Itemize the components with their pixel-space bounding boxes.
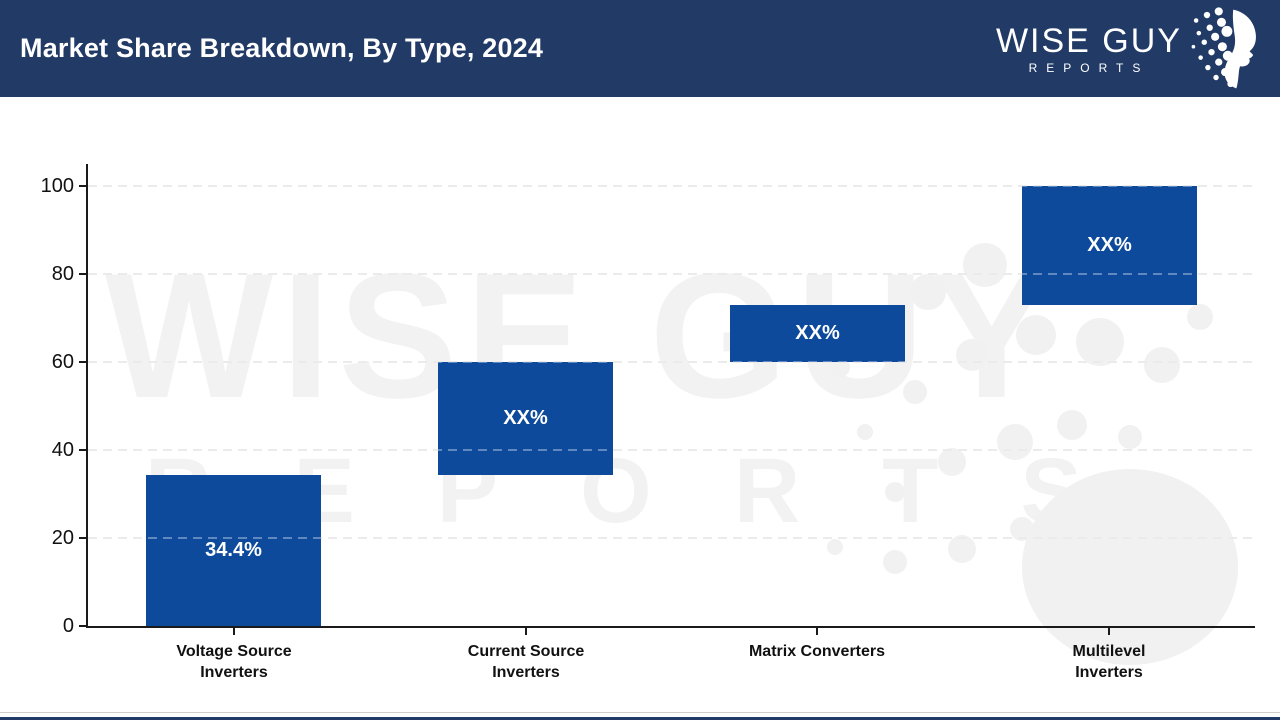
x-axis-tick — [233, 627, 235, 635]
y-axis-tick — [79, 185, 86, 187]
bar: 34.4% — [146, 475, 321, 626]
gridline — [88, 185, 1255, 187]
category-label: Current Source Inverters — [467, 643, 585, 681]
y-axis-tick-label: 20 — [51, 527, 74, 549]
bar: XX% — [438, 362, 613, 475]
x-axis-tick — [1108, 627, 1110, 635]
bar: XX% — [730, 305, 905, 362]
footer-accent-bar — [0, 717, 1280, 720]
y-axis-tick-label: 0 — [62, 615, 74, 637]
x-axis-line — [86, 626, 1255, 628]
y-axis-tick — [79, 537, 86, 539]
bar: XX% — [1022, 186, 1197, 305]
gridline — [88, 537, 1255, 539]
bar-value-label: XX% — [795, 322, 840, 344]
y-axis-tick-label: 40 — [51, 439, 74, 461]
gridline — [88, 361, 1255, 363]
gridline-overlay — [88, 185, 1255, 187]
dotted-head-profile-icon — [1191, 7, 1256, 89]
gridline-overlay — [88, 449, 1255, 451]
gridline-overlay — [88, 273, 1255, 275]
category-label: Matrix Converters — [748, 643, 886, 660]
y-axis-tick-label: 60 — [51, 351, 74, 373]
y-axis-tick-label: 80 — [51, 263, 74, 285]
y-axis-tick — [79, 625, 86, 627]
gridline-overlay — [88, 361, 1255, 363]
header-band: Market Share Breakdown, By Type, 2024 WI… — [0, 0, 1280, 97]
bar-value-label: 34.4% — [205, 539, 262, 561]
y-axis-tick-label: 100 — [40, 175, 74, 197]
y-axis-line — [86, 164, 88, 628]
y-axis-tick — [79, 449, 86, 451]
bar-value-label: XX% — [503, 407, 548, 429]
y-axis-tick — [79, 273, 86, 275]
gridline — [88, 449, 1255, 451]
gridline-overlay — [88, 537, 1255, 539]
gridline — [88, 273, 1255, 275]
logo-name: WISE GUY — [995, 21, 1182, 60]
category-label: Voltage Source Inverters — [176, 643, 292, 681]
y-axis-tick — [79, 361, 86, 363]
wise-guy-reports-logo: WISE GUY REPORTS — [996, 6, 1268, 92]
x-axis-tick — [816, 627, 818, 635]
bar-value-label: XX% — [1087, 234, 1132, 256]
category-label: Multilevel Inverters — [1072, 643, 1146, 681]
x-axis-tick — [525, 627, 527, 635]
logo-subtitle: REPORTS — [1028, 60, 1150, 75]
watermark-dotted-head-icon — [827, 228, 1238, 665]
logo-text: WISE GUY REPORTS — [996, 24, 1182, 75]
chart-canvas: WISE GUY REPORTS 34.4% Voltage Source Inv… — [0, 97, 1280, 712]
page-title: Market Share Breakdown, By Type, 2024 — [20, 33, 544, 63]
footer-strip — [0, 712, 1280, 720]
